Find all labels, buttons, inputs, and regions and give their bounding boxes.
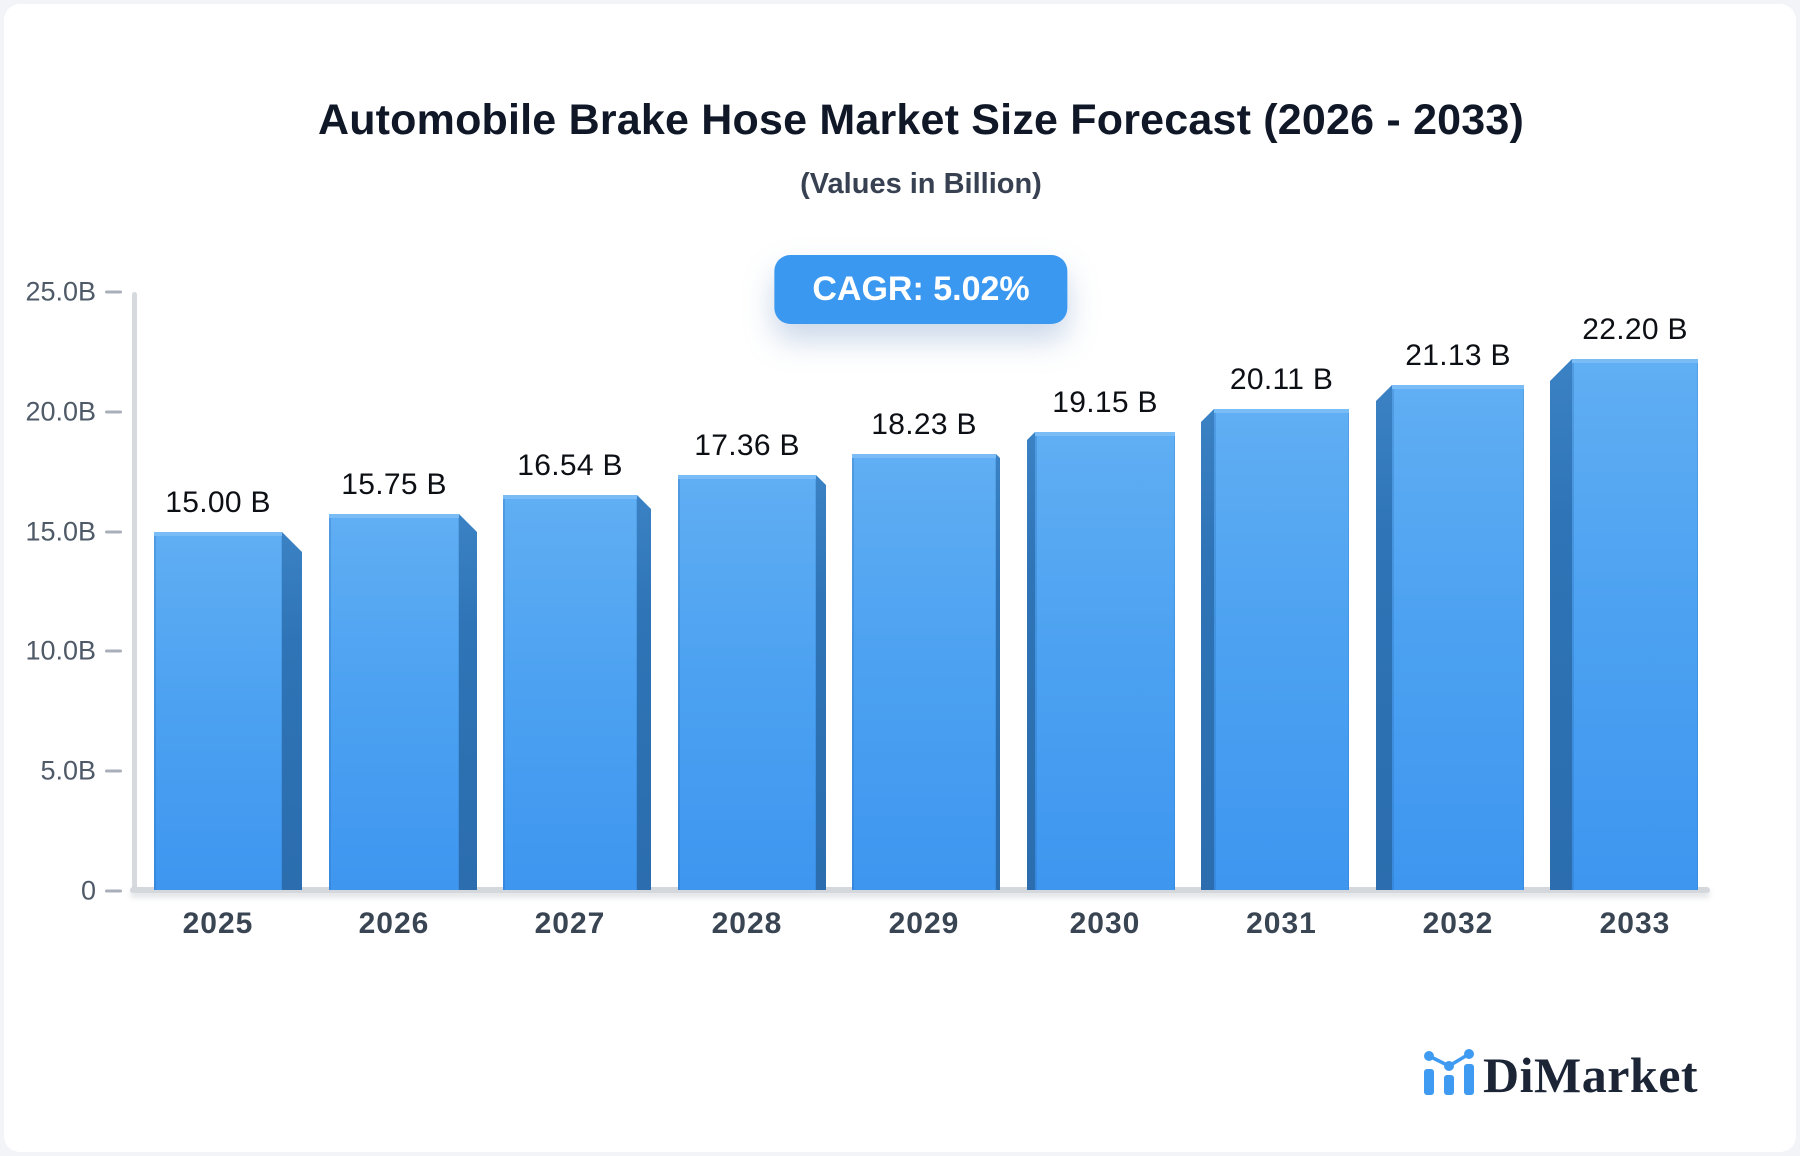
bar-value-label-2031: 20.11 B xyxy=(1229,363,1334,396)
x-axis-label-2026: 2026 xyxy=(358,907,430,940)
bar-side-3d xyxy=(282,532,302,890)
y-tick-mark xyxy=(105,649,122,653)
bar-value-label-2030: 19.15 B xyxy=(1052,386,1158,419)
y-tick-label-0: 0 xyxy=(80,875,96,906)
x-axis-label-2031: 2031 xyxy=(1246,907,1317,940)
bar-side-3d xyxy=(1027,432,1035,890)
y-tick-mark xyxy=(105,769,122,773)
bar-2029 xyxy=(852,454,1000,890)
bar-front xyxy=(154,532,282,890)
dimarket-logo-icon xyxy=(1424,1049,1474,1095)
y-tick-mark xyxy=(105,290,122,294)
x-axis-label-2032: 2032 xyxy=(1422,907,1494,940)
bar-2026 xyxy=(329,514,477,890)
y-axis-line xyxy=(132,292,137,891)
y-tick-label-20.0B: 20.0B xyxy=(25,396,96,427)
cagr-badge: CAGR: 5.02% xyxy=(774,255,1068,324)
y-tick-label-25.0B: 25.0B xyxy=(25,276,96,307)
bar-front xyxy=(503,495,637,890)
bar-front xyxy=(678,475,816,890)
bar-front xyxy=(1035,432,1175,890)
x-axis-label-2029: 2029 xyxy=(888,907,960,940)
x-axis-label-2033: 2033 xyxy=(1599,907,1671,940)
bar-2025 xyxy=(154,532,302,890)
chart-subtitle: (Values in Billion) xyxy=(800,168,1042,200)
bar-2030 xyxy=(1027,432,1175,890)
x-axis-label-2027: 2027 xyxy=(534,907,606,940)
y-tick-mark xyxy=(105,889,122,893)
y-tick-label-5.0B: 5.0B xyxy=(40,755,96,786)
bar-side-3d xyxy=(1550,359,1572,890)
x-axis-label-2025: 2025 xyxy=(182,907,254,940)
bar-2028 xyxy=(678,475,826,890)
chart-card: Automobile Brake Hose Market Size Foreca… xyxy=(4,4,1796,1152)
bar-value-label-2032: 21.13 B xyxy=(1405,339,1511,372)
x-axis-label-2028: 2028 xyxy=(711,907,783,940)
bar-front xyxy=(1214,409,1349,890)
bar-value-label-2029: 18.23 B xyxy=(871,408,977,441)
bar-front xyxy=(852,454,996,890)
bar-2033 xyxy=(1550,359,1698,890)
y-tick-mark xyxy=(105,530,122,534)
bar-2027 xyxy=(503,495,651,890)
bar-side-3d xyxy=(1201,409,1214,890)
x-axis-label-2030: 2030 xyxy=(1069,907,1141,940)
y-tick-label-15.0B: 15.0B xyxy=(25,516,96,547)
bar-side-3d xyxy=(459,514,477,890)
y-tick-label-10.0B: 10.0B xyxy=(25,635,96,666)
bar-2031 xyxy=(1201,409,1349,890)
bar-front xyxy=(1572,359,1698,890)
bar-value-label-2026: 15.75 B xyxy=(341,468,447,501)
bar-side-3d xyxy=(996,454,1000,890)
x-axis-line xyxy=(130,887,1710,893)
bar-side-3d xyxy=(637,495,651,890)
y-tick-mark xyxy=(105,410,122,414)
bar-value-label-2027: 16.54 B xyxy=(517,449,623,482)
dimarket-logo-text: DiMarket xyxy=(1483,1047,1699,1103)
bar-2032 xyxy=(1376,385,1524,890)
bar-front xyxy=(329,514,459,890)
bar-front xyxy=(1392,385,1524,890)
bar-value-label-2033: 22.20 B xyxy=(1582,313,1688,346)
bar-value-label-2025: 15.00 B xyxy=(165,486,271,519)
chart-title: Automobile Brake Hose Market Size Foreca… xyxy=(317,96,1525,144)
bar-side-3d xyxy=(816,475,826,890)
bar-side-3d xyxy=(1376,385,1392,890)
bar-value-label-2028: 17.36 B xyxy=(694,429,800,462)
